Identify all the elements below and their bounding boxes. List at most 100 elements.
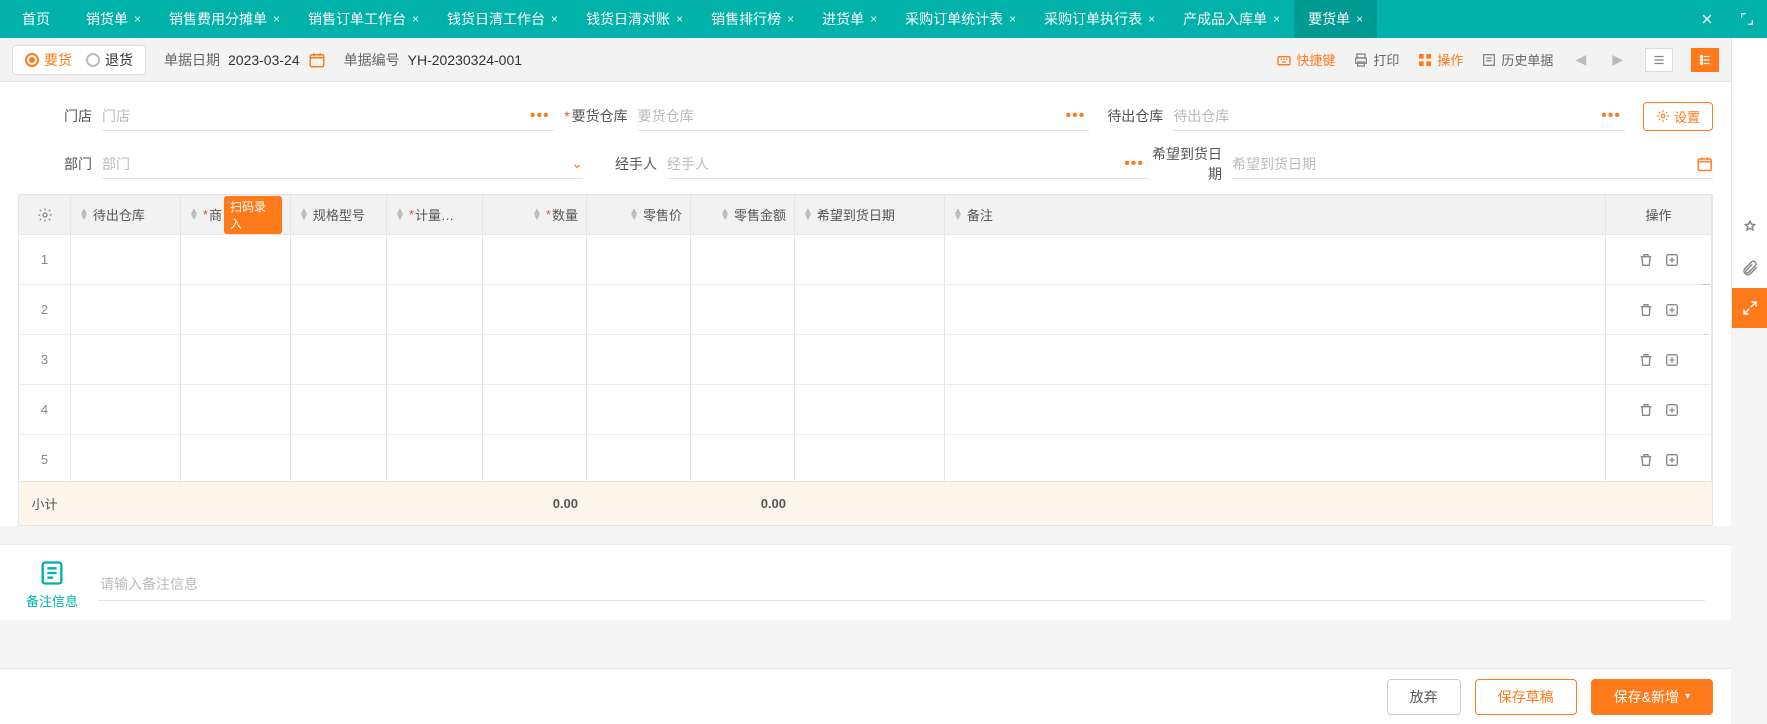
cell-price[interactable]: [587, 385, 691, 434]
calendar-icon[interactable]: [1696, 155, 1713, 173]
table-row[interactable]: 4: [19, 385, 1712, 435]
view-detail-button[interactable]: [1691, 48, 1719, 72]
table-row[interactable]: 1: [19, 235, 1712, 285]
tab-close-icon[interactable]: ×: [412, 12, 419, 26]
cell-qty[interactable]: [483, 385, 587, 434]
tab-close-icon[interactable]: ×: [676, 12, 683, 26]
tab-close-icon[interactable]: ×: [551, 12, 558, 26]
delete-row-icon[interactable]: [1638, 352, 1654, 368]
tab-1[interactable]: 销售费用分摊单×: [155, 0, 294, 38]
cell-amount[interactable]: [691, 285, 795, 334]
field-input[interactable]: [1173, 108, 1597, 124]
lookup-icon[interactable]: •••: [1120, 155, 1148, 173]
cell-qty[interactable]: [483, 335, 587, 384]
cell-wantdate[interactable]: [795, 235, 945, 284]
cell-product[interactable]: [181, 435, 291, 481]
tab-close-icon[interactable]: ×: [787, 12, 794, 26]
col-product[interactable]: ▲▼*商扫码录入: [181, 195, 291, 234]
cell-spec[interactable]: [291, 235, 387, 284]
tab-3[interactable]: 钱货日清工作台×: [433, 0, 572, 38]
cell-spec[interactable]: [291, 335, 387, 384]
cell-spec[interactable]: [291, 435, 387, 481]
table-row[interactable]: 2: [19, 285, 1712, 335]
tab-10[interactable]: 要货单×: [1294, 0, 1377, 38]
tab-5[interactable]: 销售排行榜×: [697, 0, 808, 38]
col-amount[interactable]: ▲▼零售金额: [691, 195, 795, 234]
cell-wantdate[interactable]: [795, 435, 945, 481]
cell-amount[interactable]: [691, 385, 795, 434]
calendar-icon[interactable]: [308, 51, 326, 69]
window-close-icon[interactable]: [1687, 0, 1727, 38]
rail-honor-icon[interactable]: [1732, 208, 1767, 248]
discard-button[interactable]: 放弃: [1387, 679, 1461, 715]
shortcut-button[interactable]: 快捷键: [1276, 50, 1335, 69]
cell-price[interactable]: [587, 235, 691, 284]
cell-product[interactable]: [181, 385, 291, 434]
add-row-icon[interactable]: [1664, 252, 1680, 268]
col-price[interactable]: ▲▼零售价: [587, 195, 691, 234]
cell-wantdate[interactable]: [795, 285, 945, 334]
cell-qty[interactable]: [483, 235, 587, 284]
cell-amount[interactable]: [691, 335, 795, 384]
print-button[interactable]: 打印: [1353, 50, 1399, 69]
rail-attachment-icon[interactable]: [1732, 248, 1767, 288]
cell-warehouse[interactable]: [71, 285, 181, 334]
cell-product[interactable]: [181, 235, 291, 284]
cell-note[interactable]: [945, 385, 1606, 434]
field-input[interactable]: [1232, 156, 1696, 172]
tab-close-icon[interactable]: ×: [134, 12, 141, 26]
tab-7[interactable]: 采购订单统计表×: [891, 0, 1030, 38]
cell-note[interactable]: [945, 335, 1606, 384]
prev-doc-icon[interactable]: ◀: [1571, 51, 1590, 68]
cell-unit[interactable]: [387, 435, 483, 481]
delete-row-icon[interactable]: [1638, 252, 1654, 268]
cell-qty[interactable]: [483, 285, 587, 334]
field-input[interactable]: [667, 156, 1120, 172]
cell-note[interactable]: [945, 235, 1606, 284]
cell-spec[interactable]: [291, 385, 387, 434]
cell-wantdate[interactable]: [795, 385, 945, 434]
col-note[interactable]: ▲▼备注: [945, 195, 1606, 234]
tab-8[interactable]: 采购订单执行表×: [1030, 0, 1169, 38]
tab-close-icon[interactable]: ×: [870, 12, 877, 26]
add-row-icon[interactable]: [1664, 452, 1680, 468]
tab-9[interactable]: 产成品入库单×: [1169, 0, 1294, 38]
rail-expand-icon[interactable]: [1732, 288, 1767, 328]
save-draft-button[interactable]: 保存草稿: [1475, 679, 1577, 715]
cell-note[interactable]: [945, 435, 1606, 481]
col-spec[interactable]: ▲▼规格型号: [291, 195, 387, 234]
delete-row-icon[interactable]: [1638, 402, 1654, 418]
cell-warehouse[interactable]: [71, 235, 181, 284]
doc-date-value[interactable]: 2023-03-24: [228, 52, 300, 68]
tab-close-icon[interactable]: ×: [273, 12, 280, 26]
remark-input[interactable]: [98, 568, 1705, 601]
ops-button[interactable]: 操作: [1417, 50, 1463, 69]
cell-wantdate[interactable]: [795, 335, 945, 384]
view-list-button[interactable]: [1645, 48, 1673, 72]
next-doc-icon[interactable]: ▶: [1608, 51, 1627, 68]
tab-close-icon[interactable]: ×: [1273, 12, 1280, 26]
cell-warehouse[interactable]: [71, 435, 181, 481]
col-unit[interactable]: ▲▼*计量…: [387, 195, 483, 234]
add-row-icon[interactable]: [1664, 352, 1680, 368]
cell-unit[interactable]: [387, 235, 483, 284]
cell-price[interactable]: [587, 435, 691, 481]
table-row[interactable]: 5: [19, 435, 1712, 481]
cell-note[interactable]: [945, 285, 1606, 334]
cell-warehouse[interactable]: [71, 335, 181, 384]
cell-qty[interactable]: [483, 435, 587, 481]
tab-close-icon[interactable]: ×: [1148, 12, 1155, 26]
cell-warehouse[interactable]: [71, 385, 181, 434]
tab-home[interactable]: 首页: [0, 0, 72, 38]
cell-unit[interactable]: [387, 385, 483, 434]
history-button[interactable]: 历史单据: [1481, 50, 1553, 69]
cell-amount[interactable]: [691, 435, 795, 481]
field-input[interactable]: [102, 108, 526, 124]
lookup-icon[interactable]: •••: [1597, 107, 1625, 125]
settings-button[interactable]: 设置: [1643, 102, 1713, 131]
field-input[interactable]: [638, 108, 1062, 124]
cell-product[interactable]: [181, 285, 291, 334]
window-expand-icon[interactable]: [1727, 0, 1767, 38]
col-qty[interactable]: ▲▼*数量: [483, 195, 587, 234]
cell-product[interactable]: [181, 335, 291, 384]
